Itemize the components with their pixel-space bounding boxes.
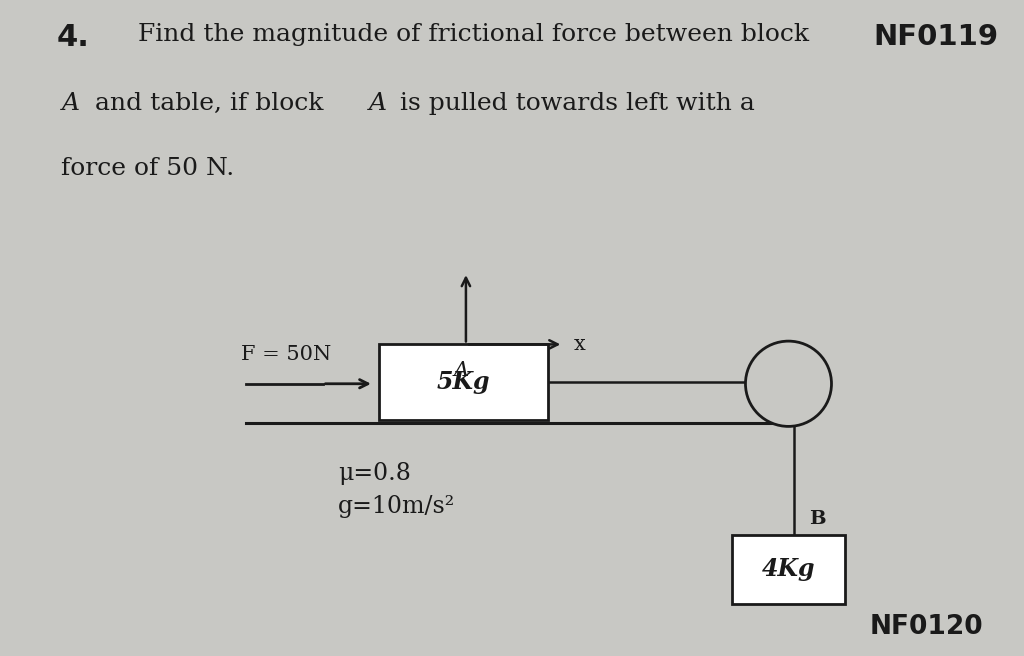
Text: 4.: 4.: [56, 23, 89, 52]
Text: x: x: [573, 335, 585, 354]
Text: NF0119: NF0119: [873, 23, 998, 51]
Text: A: A: [61, 92, 80, 115]
Text: A: A: [369, 92, 387, 115]
Text: Find the magnitude of frictional force between block: Find the magnitude of frictional force b…: [138, 23, 809, 46]
Text: B: B: [809, 510, 825, 528]
Text: g=10m/s²: g=10m/s²: [338, 495, 456, 518]
Text: 5Kg: 5Kg: [436, 370, 490, 394]
Text: NF0120: NF0120: [869, 613, 983, 640]
Text: μ=0.8: μ=0.8: [338, 462, 411, 485]
Text: F = 50N: F = 50N: [241, 345, 331, 364]
Bar: [732, 535, 845, 604]
Text: is pulled towards left with a: is pulled towards left with a: [392, 92, 755, 115]
Text: 4Kg: 4Kg: [762, 557, 815, 581]
Ellipse shape: [745, 341, 831, 426]
Text: force of 50 N.: force of 50 N.: [61, 157, 234, 180]
Bar: [379, 344, 548, 420]
Text: and table, if block: and table, if block: [87, 92, 332, 115]
Text: A: A: [454, 361, 468, 380]
